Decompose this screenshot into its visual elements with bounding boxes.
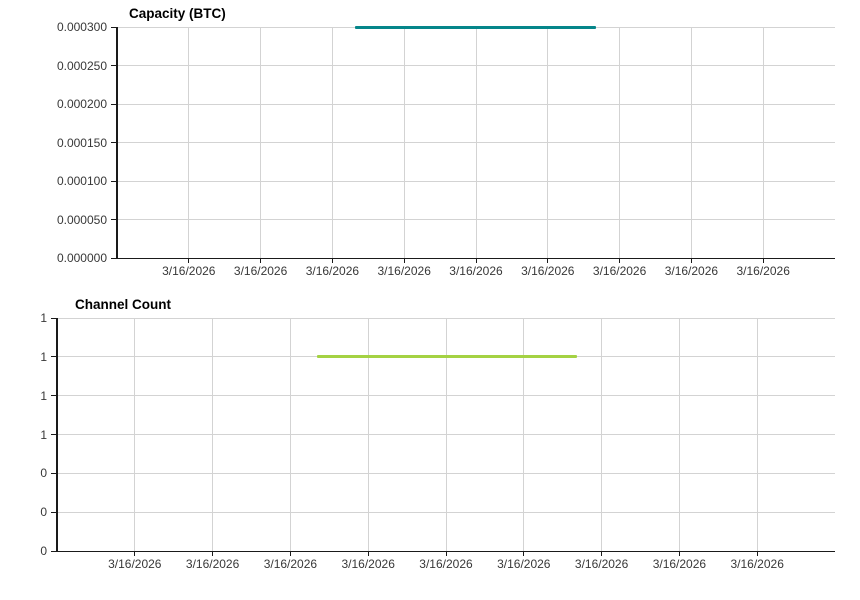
y-axis — [56, 318, 58, 552]
v-gridline — [367, 318, 369, 551]
x-tick-label: 3/16/2026 — [449, 264, 503, 278]
x-axis-tick-mark — [289, 551, 291, 556]
x-axis — [116, 257, 835, 259]
x-axis-tick-mark — [678, 551, 680, 556]
v-gridline — [260, 27, 262, 258]
y-tick-label: 0 — [40, 466, 47, 481]
y-axis-tick-mark — [51, 356, 57, 358]
y-tick-label: 0.000000 — [56, 251, 107, 265]
y-axis-tick-mark — [111, 65, 117, 66]
v-gridline — [403, 27, 405, 258]
x-tick-label: 3/16/2026 — [652, 557, 707, 571]
data-series-line[interactable] — [355, 25, 596, 29]
x-axis-tick-mark — [547, 258, 549, 263]
x-tick-label: 3/16/2026 — [341, 557, 395, 571]
x-axis-tick-mark — [367, 551, 369, 556]
v-gridline — [331, 27, 333, 258]
x-axis-tick-mark — [475, 258, 477, 263]
y-tick-label: 1 — [40, 311, 47, 325]
v-gridline — [445, 318, 447, 551]
x-axis-tick-mark — [601, 551, 603, 556]
x-tick-label: 3/16/2026 — [263, 557, 318, 571]
y-tick-label: 0 — [40, 505, 47, 520]
v-gridline — [547, 27, 549, 258]
x-axis-tick-mark — [331, 258, 333, 263]
v-gridline — [678, 318, 680, 551]
y-axis-tick-mark — [51, 472, 57, 474]
x-axis-tick-mark — [690, 258, 692, 263]
y-axis-tick-mark — [51, 434, 57, 435]
x-tick-label: 3/16/2026 — [664, 264, 719, 278]
x-axis-tick-mark — [134, 551, 136, 556]
y-axis — [116, 27, 118, 259]
x-tick-label: 3/16/2026 — [521, 264, 575, 278]
x-tick-label: 3/16/2026 — [108, 557, 162, 571]
x-tick-label: 3/16/2026 — [305, 264, 360, 278]
y-tick-label: 0.000100 — [56, 174, 107, 188]
v-gridline — [212, 318, 214, 551]
v-gridline — [289, 318, 291, 551]
x-tick-label: 3/16/2026 — [419, 557, 473, 571]
x-axis-tick-mark — [212, 551, 214, 556]
y-axis-tick-mark — [111, 103, 117, 105]
x-axis-tick-mark — [762, 258, 764, 263]
chart-title: Capacity (BTC) — [129, 6, 226, 21]
y-tick-label: 0 — [40, 544, 47, 558]
y-tick-label: 1 — [40, 349, 47, 364]
y-axis-tick-mark — [111, 257, 117, 259]
x-tick-label: 3/16/2026 — [233, 264, 288, 278]
v-gridline — [756, 318, 758, 551]
x-axis-tick-mark — [756, 551, 758, 556]
x-tick-label: 3/16/2026 — [730, 557, 784, 571]
y-tick-label: 1 — [40, 388, 47, 403]
x-axis-tick-mark — [188, 258, 190, 263]
y-axis-tick-mark — [111, 26, 117, 28]
x-tick-label: 3/16/2026 — [162, 264, 216, 278]
x-tick-label: 3/16/2026 — [185, 557, 240, 571]
v-gridline — [619, 27, 621, 258]
x-axis-tick-mark — [523, 551, 525, 556]
x-tick-label: 3/16/2026 — [592, 264, 647, 278]
x-tick-label: 3/16/2026 — [574, 557, 629, 571]
y-axis-tick-mark — [51, 395, 57, 397]
v-gridline — [762, 27, 764, 258]
y-axis-tick-mark — [51, 317, 57, 319]
x-axis — [56, 550, 835, 552]
x-axis-tick-mark — [403, 258, 405, 263]
x-axis-tick-mark — [619, 258, 621, 263]
x-axis-tick-mark — [445, 551, 447, 556]
y-axis-tick-mark — [111, 219, 117, 220]
y-tick-label: 0.000300 — [56, 20, 107, 34]
y-tick-label: 0.000050 — [56, 212, 107, 227]
data-series-line[interactable] — [316, 355, 577, 359]
v-gridline — [601, 318, 603, 551]
x-tick-label: 3/16/2026 — [736, 264, 790, 278]
v-gridline — [134, 318, 136, 551]
y-tick-label: 0.000250 — [56, 58, 107, 73]
y-axis-tick-mark — [51, 550, 57, 552]
y-axis-tick-mark — [111, 180, 117, 182]
v-gridline — [188, 27, 190, 258]
x-tick-label: 3/16/2026 — [497, 557, 551, 571]
y-tick-label: 0.000200 — [56, 97, 107, 111]
v-gridline — [690, 27, 692, 258]
y-tick-label: 0.000150 — [56, 135, 107, 150]
x-axis-tick-mark — [260, 258, 262, 263]
x-tick-label: 3/16/2026 — [377, 264, 431, 278]
y-tick-label: 1 — [40, 427, 47, 442]
chart-title: Channel Count — [75, 297, 171, 312]
y-axis-tick-mark — [51, 511, 57, 513]
v-gridline — [523, 318, 525, 551]
v-gridline — [475, 27, 477, 258]
y-axis-tick-mark — [111, 142, 117, 143]
